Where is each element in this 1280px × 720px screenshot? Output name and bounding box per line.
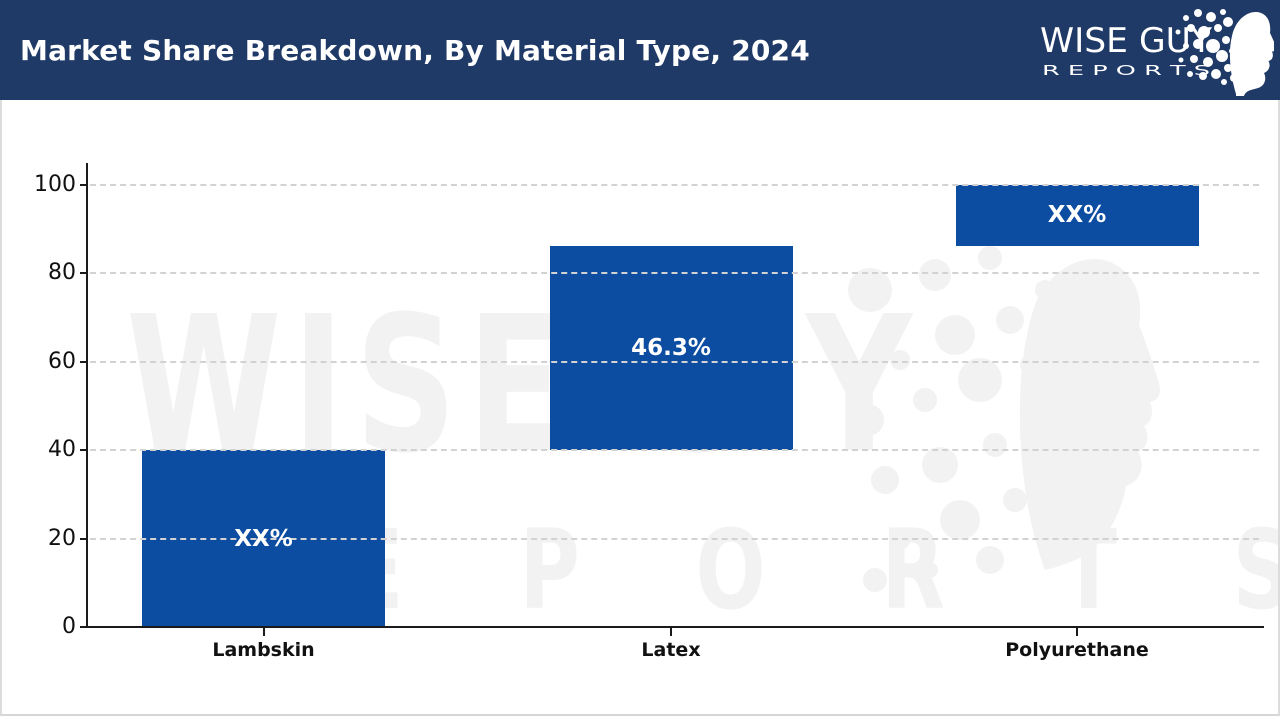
x-tick (262, 628, 265, 636)
x-axis-line (84, 626, 1264, 628)
gridline-20 (90, 537, 1259, 540)
y-tick-label: 0 (62, 614, 76, 639)
category-label: Lambskin (212, 639, 315, 661)
y-tick (80, 360, 88, 363)
y-tick (80, 272, 88, 275)
gridline-40 (90, 449, 1259, 452)
bar-value-label: XX% (1047, 202, 1107, 229)
gridline-60 (90, 360, 1259, 363)
logo-reports-text: R E P O R T S (1042, 64, 1210, 79)
bar-latex (549, 245, 793, 451)
y-tick-label: 60 (48, 348, 76, 374)
gridline-80 (90, 272, 1259, 275)
y-tick-label: 20 (48, 525, 76, 551)
page-title: Market Share Breakdown, By Material Type… (20, 33, 810, 67)
y-axis-line (86, 163, 88, 628)
y-tick (80, 537, 88, 540)
logo-face-profile-icon (1229, 12, 1274, 96)
y-tick (80, 449, 88, 452)
y-tick-label: 80 (48, 260, 76, 286)
wiseguy-logo: WISE GUY R E P O R T S (1040, 9, 1274, 96)
header-bar: Market Share Breakdown, By Material Type… (0, 0, 1280, 100)
x-tick (1076, 628, 1078, 636)
y-tick-label: 100 (34, 172, 76, 197)
bar-value-label: XX% (234, 525, 293, 552)
logo-brand-text: WISE GUY (1040, 21, 1212, 61)
category-label: Polyurethane (1005, 639, 1149, 661)
gridline-100 (90, 184, 1259, 186)
bar-value-label: 46.3% (631, 334, 711, 361)
watermark-head-profile-icon (848, 246, 1160, 592)
x-tick (670, 628, 672, 636)
y-tick (80, 626, 88, 628)
bar-polyurethane (955, 185, 1199, 246)
category-label: Latex (641, 639, 701, 661)
y-tick (80, 184, 88, 186)
watermark-letter-y: Y (806, 276, 913, 495)
y-tick-label: 40 (48, 437, 76, 463)
